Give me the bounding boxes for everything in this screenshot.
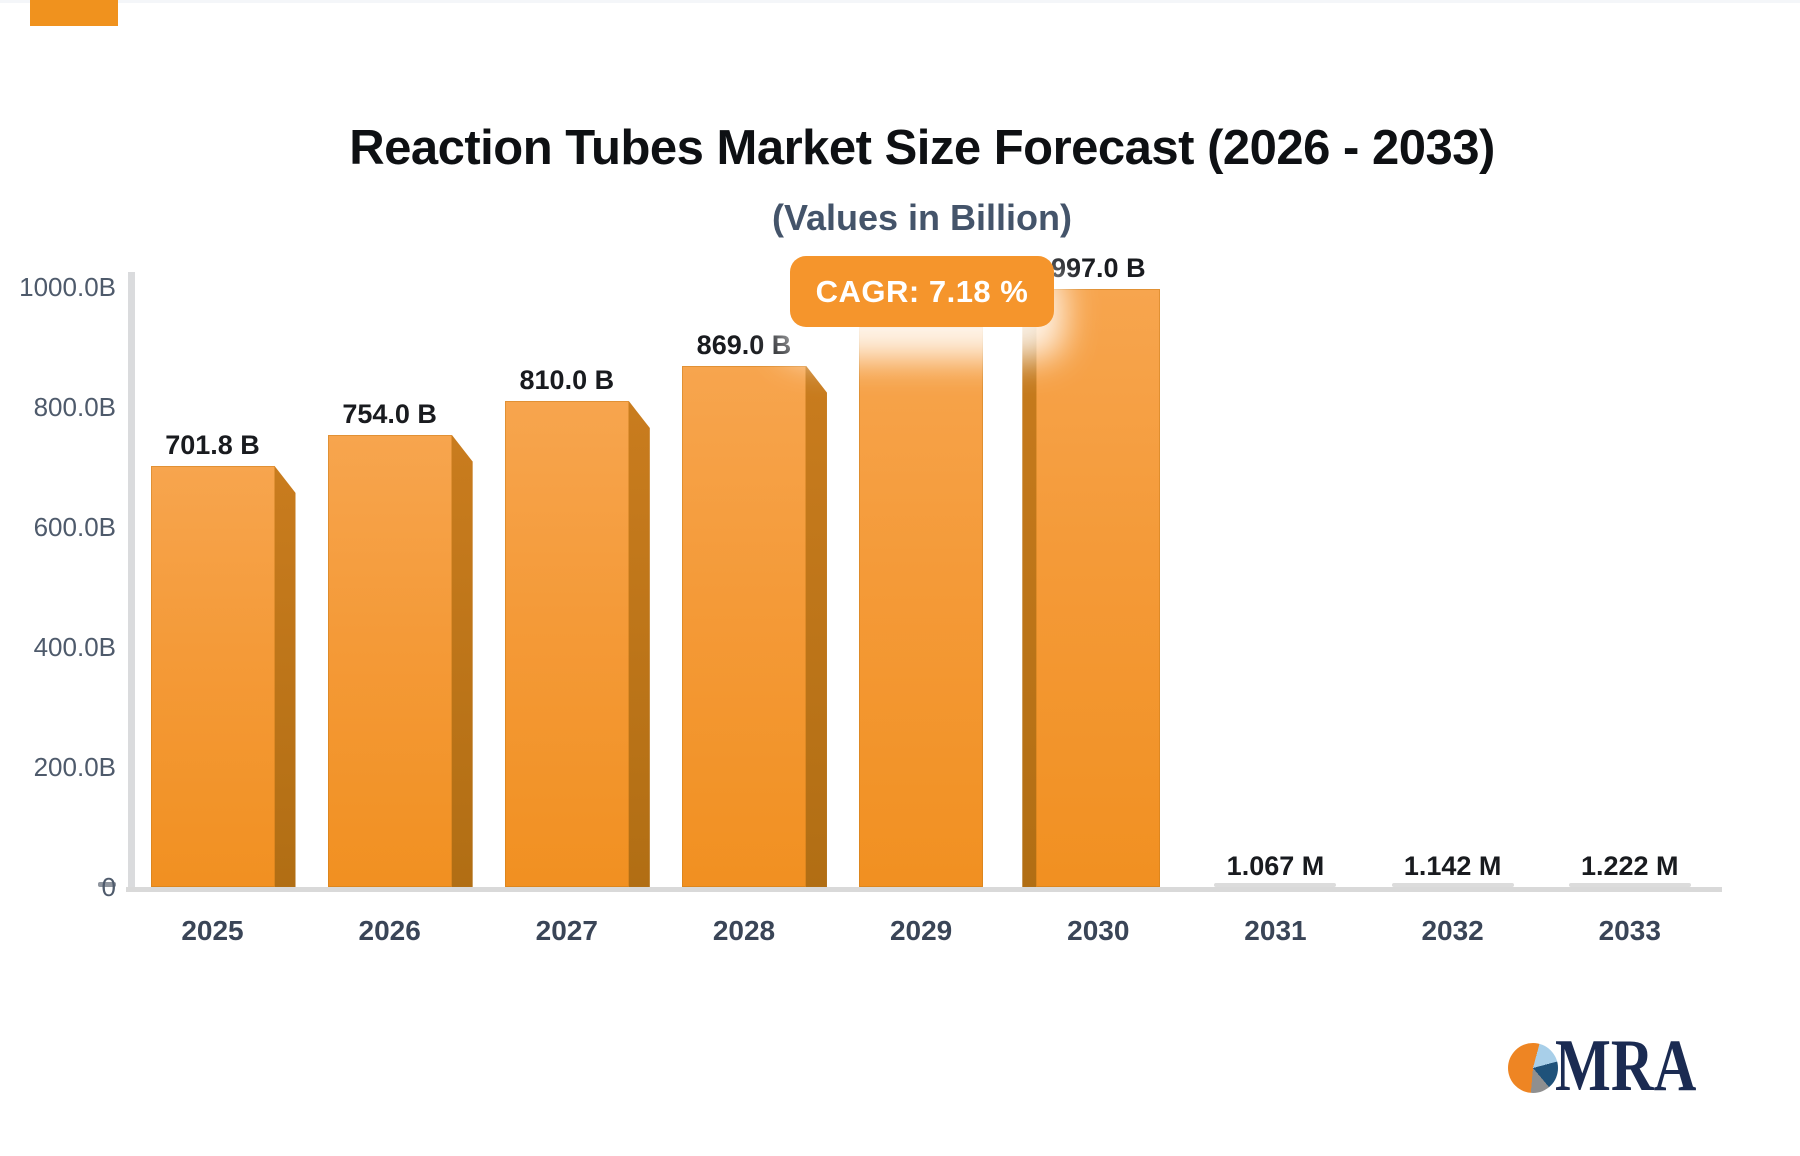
bar-2029 — [859, 326, 984, 887]
bar-2026 — [327, 434, 452, 887]
top-left-orange-mark — [30, 0, 118, 26]
value-label-2031: 1.067 M — [1226, 851, 1325, 881]
logo-text: MRA — [1555, 1025, 1697, 1107]
value-label-2032: 1.142 M — [1403, 851, 1502, 881]
chart-subtitle: (Values in Billion) — [771, 197, 1073, 238]
value-label-2028: 869.0 B — [696, 329, 792, 360]
y-axis-tick-label: 1000.0B — [19, 272, 116, 302]
logo-pie-icon — [1508, 1043, 1558, 1093]
x-axis-label: 2027 — [535, 915, 598, 946]
bar-side-2026 — [451, 434, 473, 887]
chart-title: Reaction Tubes Market Size Forecast (202… — [349, 121, 1495, 175]
x-axis-label: 2026 — [358, 915, 421, 946]
value-label-2025: 701.8 B — [165, 429, 260, 460]
x-axis-label: 2029 — [889, 915, 953, 946]
bar-2028 — [681, 365, 806, 887]
top-hairline — [0, 0, 1800, 3]
bar-side-2025 — [274, 465, 296, 887]
bar-side-2027 — [628, 401, 650, 887]
bar-side-2030 — [1022, 288, 1037, 887]
y-axis-line — [128, 272, 135, 887]
x-axis-label: 2032 — [1421, 915, 1484, 946]
x-axis-label: 2028 — [712, 915, 776, 946]
value-label-2030: 997.0 B — [1051, 252, 1146, 283]
x-axis-label: 2030 — [1067, 915, 1130, 946]
cagr-badge: CAGR: 7.18 % — [790, 256, 1054, 327]
y-axis-tick-label: 400.0B — [33, 632, 116, 662]
value-label-2026: 754.0 B — [342, 398, 437, 429]
value-label-2033: 1.222 M — [1580, 851, 1679, 881]
x-axis-line — [126, 887, 1722, 892]
x-axis-label: 2025 — [181, 915, 244, 946]
bar-2033 — [1568, 883, 1691, 887]
y-axis-tick-label: 600.0B — [33, 512, 116, 542]
bar-2032 — [1391, 883, 1514, 887]
brand-logo: MRA — [1506, 1025, 1766, 1115]
y-axis-tick-label: 200.0B — [33, 752, 116, 782]
bar-2031 — [1214, 883, 1337, 887]
zero-tick-mark — [98, 882, 116, 887]
bar-2027 — [504, 401, 629, 887]
value-label-2027: 810.0 B — [519, 365, 615, 395]
x-axis-label: 2033 — [1598, 915, 1661, 946]
bar-2030 — [1036, 288, 1161, 887]
bar-2025 — [150, 465, 275, 887]
x-axis-label: 2031 — [1244, 915, 1307, 946]
y-axis-tick-label: 800.0B — [33, 392, 116, 422]
bar-side-2028 — [805, 365, 827, 887]
y-axis-tick-label: 0 — [101, 872, 116, 902]
